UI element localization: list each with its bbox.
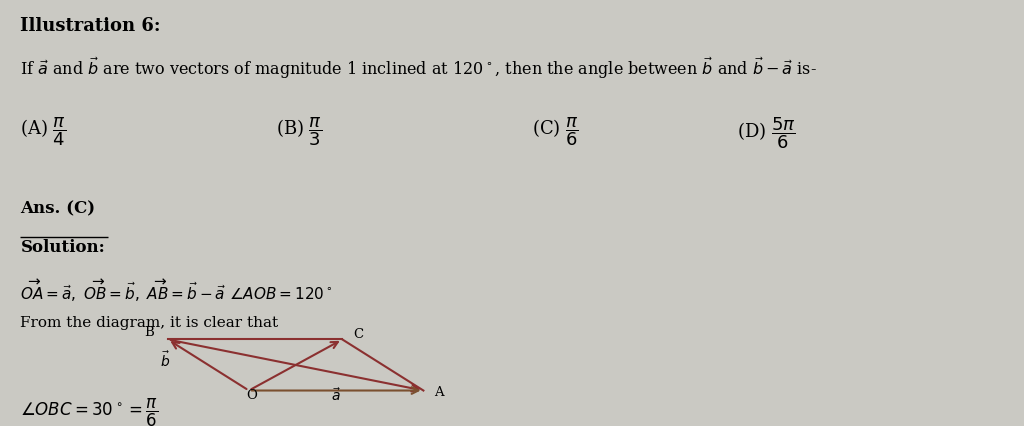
Text: Solution:: Solution:: [20, 239, 105, 256]
Text: A: A: [434, 385, 443, 398]
Text: C: C: [353, 328, 364, 340]
Text: (B) $\dfrac{\pi}{3}$: (B) $\dfrac{\pi}{3}$: [276, 115, 323, 147]
Text: (A) $\dfrac{\pi}{4}$: (A) $\dfrac{\pi}{4}$: [20, 115, 67, 147]
Text: (D) $\dfrac{5\pi}{6}$: (D) $\dfrac{5\pi}{6}$: [737, 115, 796, 150]
Text: $\vec{b}$: $\vec{b}$: [160, 350, 170, 369]
Text: $\angle OBC = 30^\circ = \dfrac{\pi}{6}$: $\angle OBC = 30^\circ = \dfrac{\pi}{6}$: [20, 396, 159, 426]
Text: If $\vec{a}$ and $\vec{b}$ are two vectors of magnitude 1 inclined at 120$^\circ: If $\vec{a}$ and $\vec{b}$ are two vecto…: [20, 55, 817, 81]
Text: From the diagram, it is clear that: From the diagram, it is clear that: [20, 315, 279, 329]
Text: Illustration 6:: Illustration 6:: [20, 17, 161, 35]
Text: O: O: [247, 389, 257, 402]
Text: B: B: [144, 325, 154, 338]
Text: Ans. (C): Ans. (C): [20, 200, 95, 217]
Text: (C) $\dfrac{\pi}{6}$: (C) $\dfrac{\pi}{6}$: [532, 115, 580, 147]
Text: $\vec{a}$: $\vec{a}$: [331, 386, 341, 403]
Text: $\overrightarrow{OA}=\vec{a},\ \overrightarrow{OB}=\vec{b},\ \overrightarrow{AB}: $\overrightarrow{OA}=\vec{a},\ \overrigh…: [20, 277, 334, 303]
